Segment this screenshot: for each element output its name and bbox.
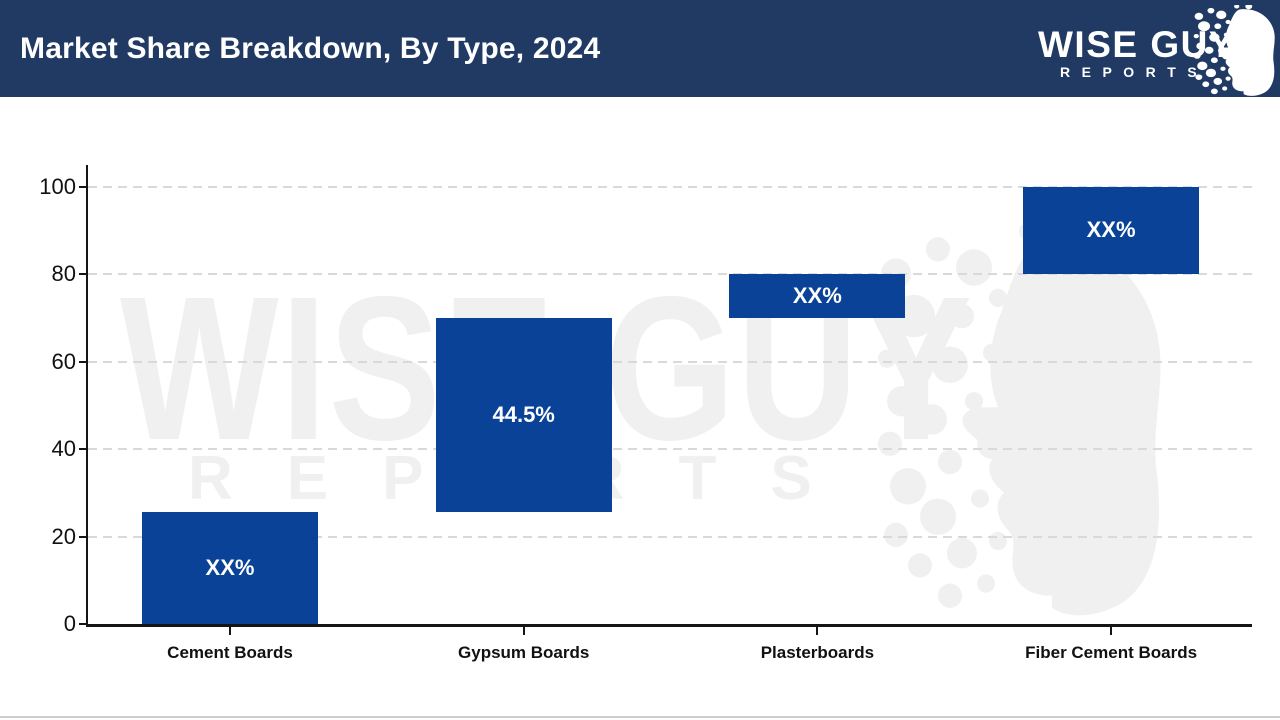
x-axis-tick [522, 627, 525, 635]
bar-fiber-cement-boards [1023, 186, 1200, 274]
gridline-60 [88, 360, 1252, 363]
bar-value-label: XX% [1086, 217, 1136, 243]
y-axis-tick-label: 0 [63, 611, 76, 636]
bar-gypsum-boards [435, 317, 612, 513]
x-axis-category-label: Fiber Cement Boards [1025, 643, 1198, 662]
gridline-40 [88, 448, 1252, 450]
y-axis-tick-label: 40 [51, 436, 76, 461]
bar-value-label: XX% [205, 555, 255, 581]
y-axis-tick [79, 448, 87, 450]
x-axis-category-label: Cement Boards [167, 643, 293, 662]
x-axis-tick [229, 627, 231, 635]
y-axis-tick-label: 60 [51, 348, 76, 374]
logo-subtext: REPORTS [1060, 64, 1209, 80]
y-axis-tick-label: 20 [51, 523, 76, 549]
y-axis-tick [79, 273, 87, 275]
y-axis-line [86, 165, 88, 627]
x-axis-tick [1110, 627, 1113, 635]
x-axis-tick [816, 627, 819, 635]
bar-cement-boards [142, 512, 318, 624]
header: Market Share Breakdown, By Type, 2024 WI… [0, 0, 1280, 97]
x-axis-category-label: Plasterboards [760, 643, 875, 662]
logo-face-icon [1193, 5, 1275, 96]
y-axis-tick [79, 623, 87, 625]
bar-value-label: 44.5% [492, 402, 555, 428]
bar-value-label: XX% [792, 282, 842, 308]
gridline-80 [88, 273, 1252, 275]
chart-title: Market Share Breakdown, By Type, 2024 [20, 31, 601, 65]
x-axis-line [86, 624, 1252, 627]
bottom-rule [0, 716, 1280, 718]
y-axis-tick [79, 185, 87, 188]
gridline-100 [88, 185, 1252, 188]
y-axis-tick [79, 360, 87, 363]
y-axis-tick [79, 535, 87, 538]
x-axis-category-label: Gypsum Boards [458, 643, 590, 662]
gridline-20 [88, 535, 1252, 538]
bar-plasterboards [729, 274, 906, 318]
y-axis-tick-label: 80 [51, 261, 76, 286]
y-axis-tick-label: 100 [39, 173, 76, 199]
watermark-face-icon [878, 225, 1161, 616]
